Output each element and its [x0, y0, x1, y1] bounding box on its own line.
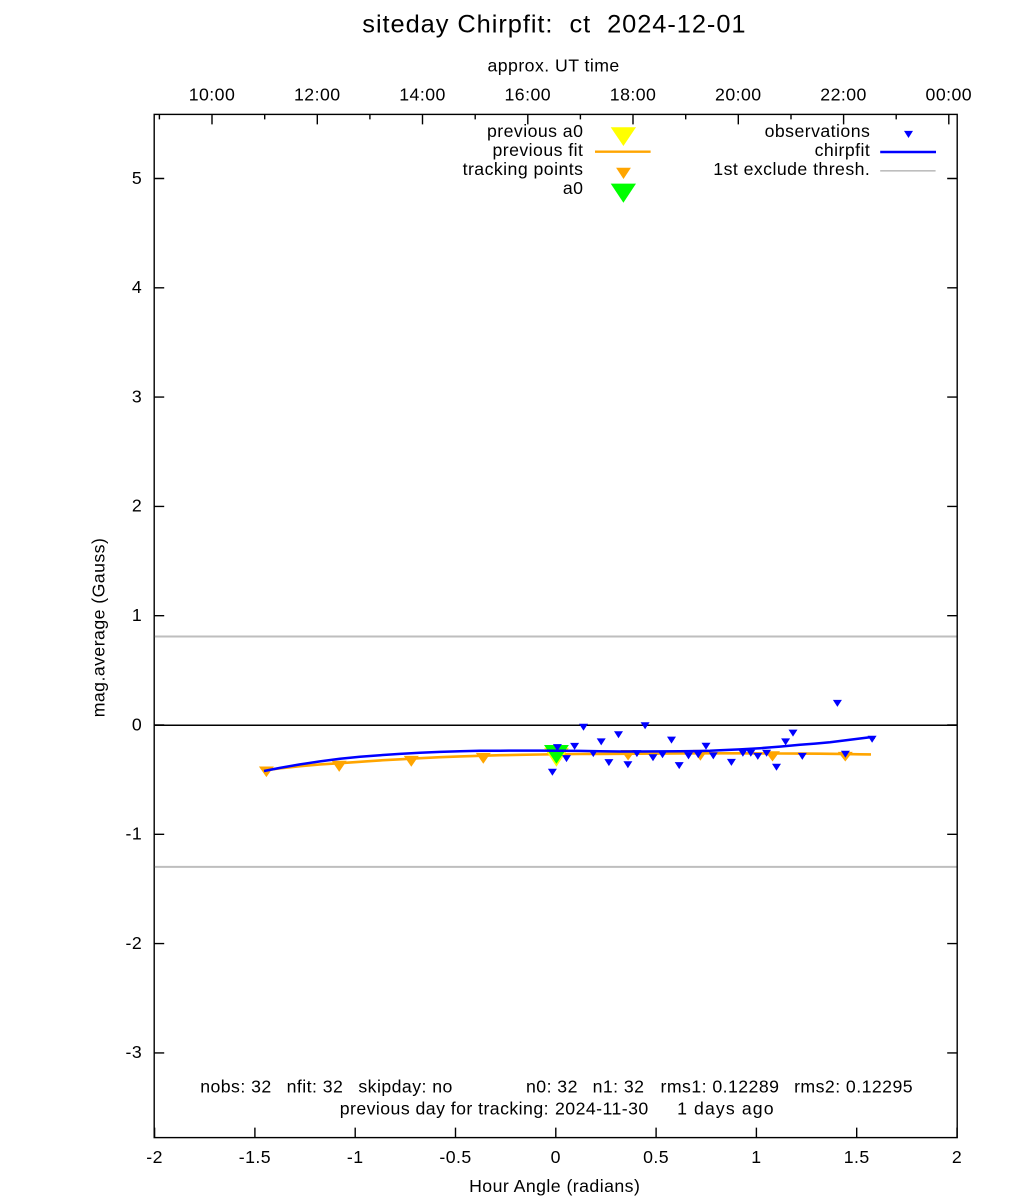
svg-text:-1: -1 [347, 1147, 364, 1167]
svg-text:chirpfit: chirpfit [815, 140, 871, 160]
svg-text:n0: 32: n0: 32 [526, 1076, 578, 1096]
svg-text:14:00: 14:00 [399, 85, 446, 105]
svg-text:12:00: 12:00 [294, 85, 341, 105]
svg-text:-1.5: -1.5 [239, 1147, 271, 1167]
svg-text:0: 0 [551, 1147, 561, 1167]
svg-text:2024-11-30: 2024-11-30 [555, 1099, 649, 1119]
svg-text:nobs: 32: nobs: 32 [200, 1076, 271, 1096]
svg-text:tracking points: tracking points [463, 159, 584, 179]
svg-text:0.5: 0.5 [643, 1147, 669, 1167]
svg-text:previous fit: previous fit [492, 140, 583, 160]
svg-text:Hour Angle (radians): Hour Angle (radians) [469, 1176, 640, 1196]
svg-text:approx. UT time: approx. UT time [487, 56, 619, 76]
svg-text:16:00: 16:00 [505, 85, 552, 105]
svg-text:5: 5 [132, 168, 142, 188]
svg-text:3: 3 [132, 386, 142, 406]
svg-text:20:00: 20:00 [715, 85, 762, 105]
svg-text:-0.5: -0.5 [439, 1147, 471, 1167]
svg-text:-2: -2 [146, 1147, 163, 1167]
svg-text:-2: -2 [126, 933, 143, 953]
svg-text:0: 0 [132, 714, 142, 734]
svg-text:-3: -3 [126, 1042, 143, 1062]
svg-text:previous day for tracking:: previous day for tracking: [340, 1099, 549, 1119]
svg-text:1st exclude thresh.: 1st exclude thresh. [713, 159, 870, 179]
svg-text:previous a0: previous a0 [487, 121, 583, 141]
svg-text:skipday: no: skipday: no [358, 1076, 452, 1096]
svg-text:a0: a0 [563, 178, 584, 198]
svg-text:1: 1 [132, 605, 142, 625]
svg-text:22:00: 22:00 [820, 85, 867, 105]
svg-text:siteday Chirpfit: ct 2024-12: siteday Chirpfit: ct 2024-12-01 [362, 10, 746, 38]
svg-text:1 days ago: 1 days ago [677, 1099, 775, 1119]
svg-text:observations: observations [765, 121, 871, 141]
svg-text:-1: -1 [126, 824, 143, 844]
svg-text:nfit: 32: nfit: 32 [287, 1076, 344, 1096]
svg-text:10:00: 10:00 [189, 85, 236, 105]
svg-text:n1: 32: n1: 32 [593, 1076, 645, 1096]
svg-text:2: 2 [132, 496, 142, 516]
svg-text:00:00: 00:00 [926, 85, 973, 105]
svg-text:rms1: 0.12289: rms1: 0.12289 [661, 1076, 780, 1096]
svg-text:2: 2 [952, 1147, 962, 1167]
svg-text:rms2: 0.12295: rms2: 0.12295 [794, 1076, 913, 1096]
svg-text:mag.average (Gauss): mag.average (Gauss) [89, 538, 109, 718]
svg-text:18:00: 18:00 [610, 85, 657, 105]
svg-text:1.5: 1.5 [844, 1147, 870, 1167]
svg-text:1: 1 [751, 1147, 761, 1167]
svg-text:4: 4 [132, 277, 142, 297]
